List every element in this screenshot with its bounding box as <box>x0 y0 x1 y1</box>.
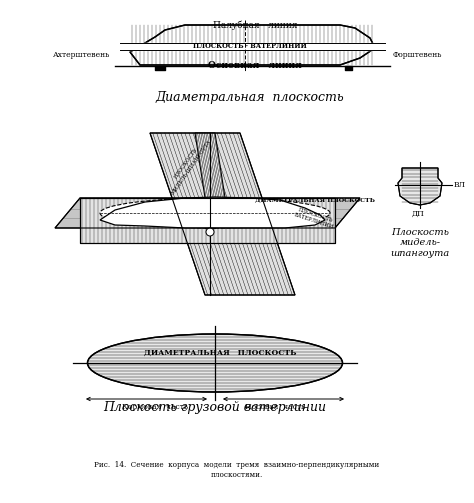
Text: ДП: ДП <box>411 210 424 218</box>
Text: Ахтерштевень: Ахтерштевень <box>53 51 110 59</box>
Text: ПЛОСКОСТЬ · ВАТЕРЛИНИИ: ПЛОСКОСТЬ · ВАТЕРЛИНИИ <box>193 42 307 50</box>
Text: Носовая  часть: Носовая часть <box>245 403 305 411</box>
Text: Основная   линия: Основная линия <box>208 61 302 70</box>
Text: ПЛОСКОСТЬ
ВАТЕРЛИНИИ: ПЛОСКОСТЬ ВАТЕРЛИНИИ <box>293 206 337 229</box>
Polygon shape <box>398 168 442 205</box>
Text: ДИАМЕТРАЛЬНАЯ   ПЛОСКОСТЬ: ДИАМЕТРАЛЬНАЯ ПЛОСКОСТЬ <box>144 349 296 357</box>
Polygon shape <box>150 133 295 295</box>
Text: Плоскость
мидель-
шпангоута: Плоскость мидель- шпангоута <box>391 228 450 258</box>
Circle shape <box>206 228 214 236</box>
Text: ДИАМЕТРАЛЬНАЯ ПЛОСКОСТЬ: ДИАМЕТРАЛЬНАЯ ПЛОСКОСТЬ <box>255 198 375 203</box>
Text: Рис.  14.  Сечение  корпуса  модели  тремя  взаимно-перпендикулярными
плоскостям: Рис. 14. Сечение корпуса модели тремя вз… <box>94 461 380 478</box>
Text: Плоскость грузовой ватерлинии: Плоскость грузовой ватерлинии <box>103 400 327 413</box>
Polygon shape <box>130 25 375 65</box>
Polygon shape <box>55 198 360 228</box>
Text: Палубная   линия: Палубная линия <box>213 20 297 30</box>
Ellipse shape <box>100 198 330 228</box>
Ellipse shape <box>88 334 343 392</box>
Text: ВЛ: ВЛ <box>454 181 466 189</box>
Text: ПЛОСКОСТЬ
МИДЕЛЬ-ШПАНГОУТА: ПЛОСКОСТЬ МИДЕЛЬ-ШПАНГОУТА <box>164 135 211 195</box>
Text: Форштевень: Форштевень <box>393 51 443 59</box>
Polygon shape <box>195 133 230 230</box>
Text: Диаметральная  плоскость: Диаметральная плоскость <box>155 91 344 104</box>
Text: Кормовая  часть: Кормовая часть <box>122 403 188 411</box>
Polygon shape <box>100 197 325 228</box>
Polygon shape <box>80 198 335 243</box>
